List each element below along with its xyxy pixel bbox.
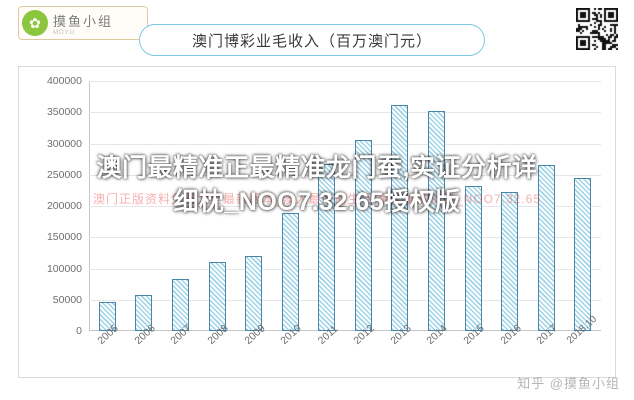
bar[interactable] (281, 212, 299, 331)
bar[interactable] (391, 104, 409, 331)
bar[interactable] (98, 301, 116, 331)
bar-series: 2005 2006 2007 2008 2009 2010 2011 2012 2013 2014… (89, 81, 602, 347)
gridline (89, 81, 601, 82)
bar-slot: 2018.10 (565, 81, 602, 346)
bar[interactable] (208, 262, 226, 331)
y-tick-label: 50000 (52, 293, 82, 306)
bar-slot: 2006 (126, 81, 163, 347)
bar[interactable] (501, 191, 519, 331)
bar-slot: 2010 (272, 81, 309, 347)
bar[interactable] (464, 186, 482, 331)
y-tick-label: 100000 (46, 262, 82, 275)
bar-slot: 2013 (382, 81, 419, 347)
bar-slot: 2007 (162, 81, 199, 347)
bar[interactable] (245, 255, 263, 331)
y-tick-label: 250000 (46, 168, 82, 181)
y-tick-label: 400000 (46, 75, 82, 87)
gridline (89, 174, 601, 176)
gridline (89, 143, 601, 145)
y-tick-label: 0 (76, 325, 82, 337)
bar[interactable] (354, 140, 372, 331)
y-tick-label: 350000 (46, 106, 82, 119)
chart-title: 澳门博彩业毛收入（百万澳门元） (191, 32, 432, 50)
bar-slot: 2017 (528, 81, 565, 347)
brand-text-wrap: 摸鱼小组 MOYU (53, 11, 113, 36)
bar[interactable] (574, 177, 592, 331)
gridline (89, 206, 601, 207)
brand-subtitle: MOYU (53, 29, 75, 36)
y-tick-label: 200000 (46, 200, 82, 212)
bar[interactable] (171, 278, 189, 331)
qr-code-icon (576, 8, 618, 50)
brand-logo: ✿ 摸鱼小组 MOYU (18, 6, 148, 40)
gridline (89, 299, 601, 301)
bar-slot: 2009 (235, 81, 272, 347)
y-tick-label: 300000 (46, 137, 82, 150)
bar-slot: 2005 (89, 81, 126, 347)
chart-frame: 0 50000 100000 150000 200000 250000 300000 3500… (18, 66, 616, 378)
bar-slot: 2014 (418, 81, 455, 347)
gridline (89, 237, 601, 239)
leaf-icon: ✿ (22, 10, 48, 36)
bar[interactable] (427, 110, 445, 331)
bar-slot: 2015 (455, 81, 492, 347)
bar-slot: 2016 (491, 81, 528, 347)
bar[interactable] (318, 163, 336, 331)
bar-slot: 2012 (345, 81, 382, 347)
bar[interactable] (537, 164, 555, 331)
bar-slot: 2011 (308, 81, 345, 347)
brand-name: 摸鱼小组 (53, 13, 114, 29)
plot-area: 0 50000 100000 150000 200000 250000 300000 3500… (47, 75, 602, 347)
gridline (89, 112, 601, 114)
bar-slot: 2008 (199, 81, 236, 347)
gridline (89, 268, 601, 270)
chart-title-pill: 澳门博彩业毛收入（百万澳门元） (139, 24, 485, 56)
y-tick-label: 150000 (46, 231, 82, 244)
bar[interactable] (135, 295, 153, 331)
x-axis (89, 330, 601, 331)
